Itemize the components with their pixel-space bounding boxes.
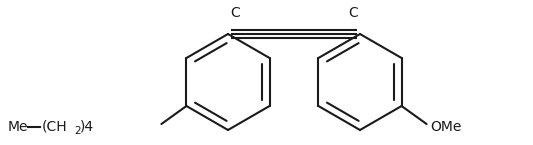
Text: 2: 2 bbox=[74, 126, 80, 136]
Text: C: C bbox=[230, 6, 240, 20]
Text: OMe: OMe bbox=[431, 120, 462, 134]
Text: Me: Me bbox=[8, 120, 28, 134]
Text: C: C bbox=[348, 6, 358, 20]
Text: )4: )4 bbox=[80, 120, 94, 134]
Text: (CH: (CH bbox=[42, 120, 68, 134]
